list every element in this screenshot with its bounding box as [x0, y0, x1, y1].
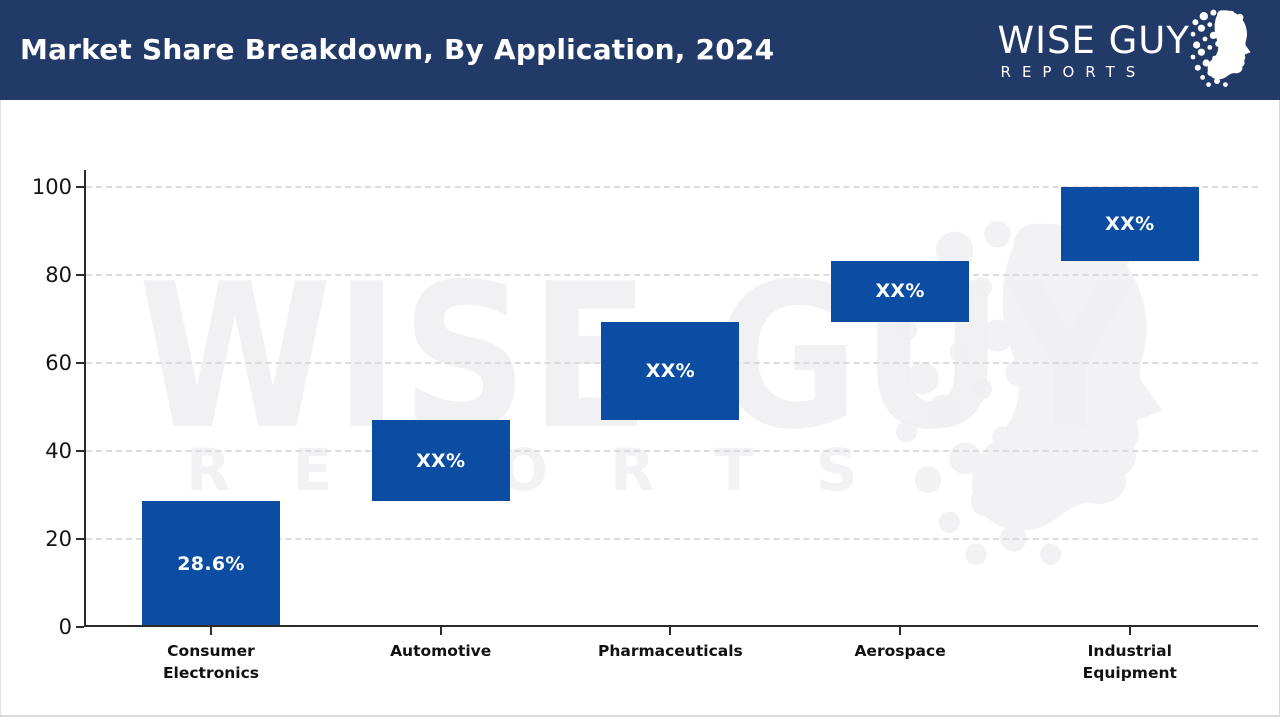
- bar-value-label: XX%: [645, 360, 696, 383]
- y-tick-label-100: 100: [31, 175, 72, 199]
- wiseguy-logo: WISE GUY REPORTS: [998, 8, 1262, 94]
- x-tick-mark-2: [669, 627, 672, 635]
- gridline-20: [86, 538, 1258, 540]
- y-axis-spine: [84, 170, 86, 627]
- header-bar: Market Share Breakdown, By Application, …: [0, 0, 1280, 100]
- y-tick-mark-40: [76, 450, 84, 452]
- y-tick-mark-60: [76, 362, 84, 364]
- y-tick-mark-0: [76, 626, 84, 628]
- bar-industrial-equipment: XX%: [1060, 187, 1199, 261]
- x-tick-mark-1: [439, 627, 442, 635]
- y-tick-mark-80: [76, 274, 84, 276]
- logo-wordmark: WISE GUY: [997, 18, 1190, 62]
- wiseguy-head-icon: [1184, 9, 1262, 93]
- bar-value-label: XX%: [875, 280, 925, 303]
- x-tick-mark-4: [1128, 627, 1131, 635]
- gridline-100: [86, 186, 1258, 188]
- bar-value-label: XX%: [416, 449, 466, 472]
- y-tick-mark-100: [76, 186, 84, 188]
- x-tick-mark-3: [899, 627, 902, 635]
- y-tick-label-0: 0: [58, 615, 72, 639]
- logo-subtitle: REPORTS: [1000, 62, 1147, 81]
- bar-automotive: XX%: [371, 420, 510, 502]
- bar-consumer-electronics: 28.6%: [142, 501, 280, 627]
- y-tick-label-60: 60: [45, 351, 72, 375]
- gridline-40: [86, 450, 1258, 452]
- bar-pharmaceuticals: XX%: [601, 322, 740, 421]
- x-category-label-3: Aerospace: [854, 642, 946, 660]
- bar-value-label: XX%: [1105, 212, 1155, 235]
- logo-text: WISE GUY REPORTS: [998, 22, 1190, 81]
- x-category-label-2: Pharmaceuticals: [598, 642, 743, 660]
- page-title: Market Share Breakdown, By Application, …: [20, 33, 775, 66]
- y-tick-label-20: 20: [45, 527, 72, 551]
- y-tick-mark-20: [76, 538, 84, 540]
- bar-aerospace: XX%: [831, 260, 970, 323]
- x-axis-spine: [84, 625, 1258, 627]
- bar-value-label: 28.6%: [177, 553, 245, 576]
- x-category-label-1: Automotive: [390, 642, 492, 660]
- gridline-80: [86, 274, 1258, 276]
- y-tick-label-80: 80: [45, 263, 72, 287]
- y-tick-label-40: 40: [45, 439, 72, 463]
- watermark-subtitle: REPORTS: [186, 436, 920, 504]
- x-category-label-4: Industrial Equipment: [1082, 642, 1177, 682]
- x-category-label-0: Consumer Electronics: [162, 642, 260, 682]
- bottom-border-line: [0, 715, 1280, 717]
- x-tick-mark-0: [210, 627, 212, 635]
